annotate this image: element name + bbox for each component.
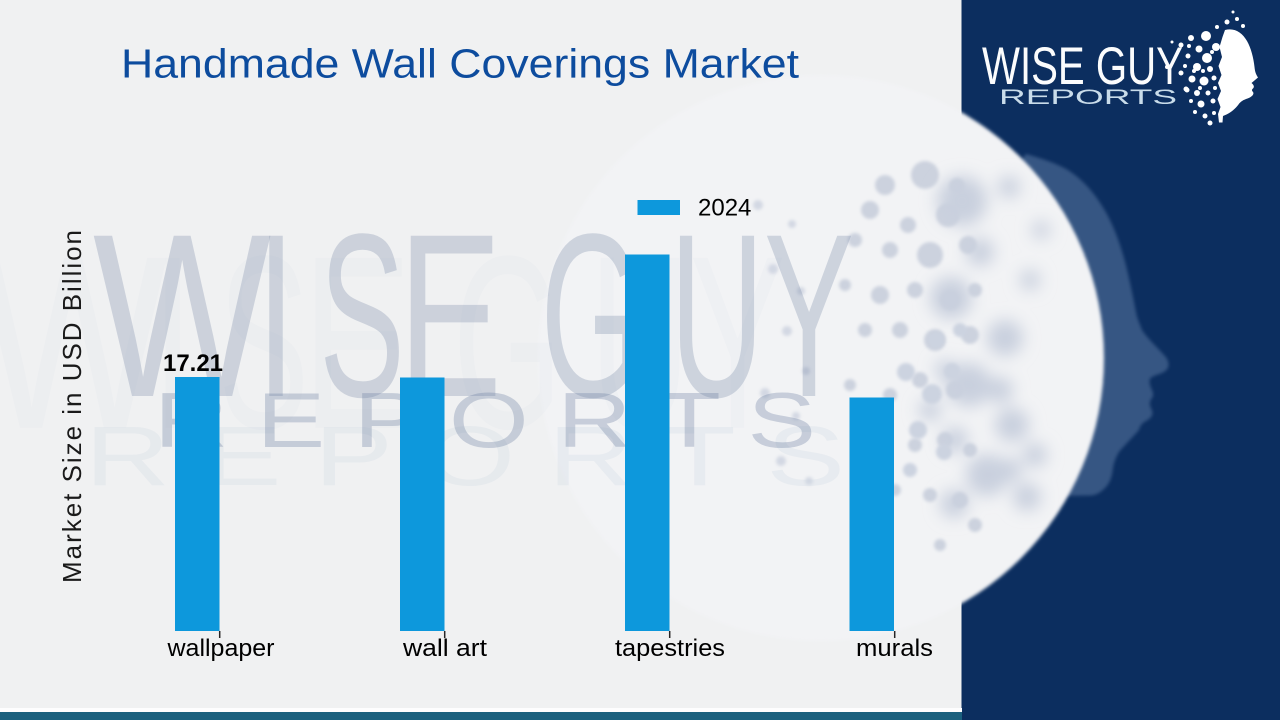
- svg-text:tapestries: tapestries: [615, 635, 725, 662]
- svg-text:2024: 2024: [698, 195, 751, 222]
- svg-text:S: S: [218, 206, 309, 481]
- svg-text:Y: Y: [690, 204, 786, 480]
- svg-text:R E P O R T S: R E P O R T S: [154, 376, 816, 464]
- svg-text:Y: Y: [764, 187, 854, 446]
- svg-text:Market Size in USD Billion: Market Size in USD Billion: [57, 230, 87, 583]
- svg-text:G: G: [453, 204, 563, 480]
- svg-text:E: E: [302, 205, 412, 481]
- svg-text:wall art: wall art: [402, 635, 487, 662]
- svg-text:S: S: [319, 185, 404, 445]
- svg-text:Handmade Wall Coverings Market: Handmade Wall Coverings Market: [121, 41, 800, 87]
- svg-text:wallpaper: wallpaper: [166, 635, 274, 662]
- svg-text:WISE GUY: WISE GUY: [982, 37, 1183, 96]
- svg-text:REPORTS: REPORTS: [999, 85, 1177, 109]
- svg-text:I: I: [256, 187, 296, 447]
- svg-text:murals: murals: [856, 635, 933, 662]
- svg-text:W: W: [0, 205, 167, 481]
- svg-text:U: U: [670, 186, 764, 446]
- svg-text:17.21: 17.21: [163, 350, 223, 377]
